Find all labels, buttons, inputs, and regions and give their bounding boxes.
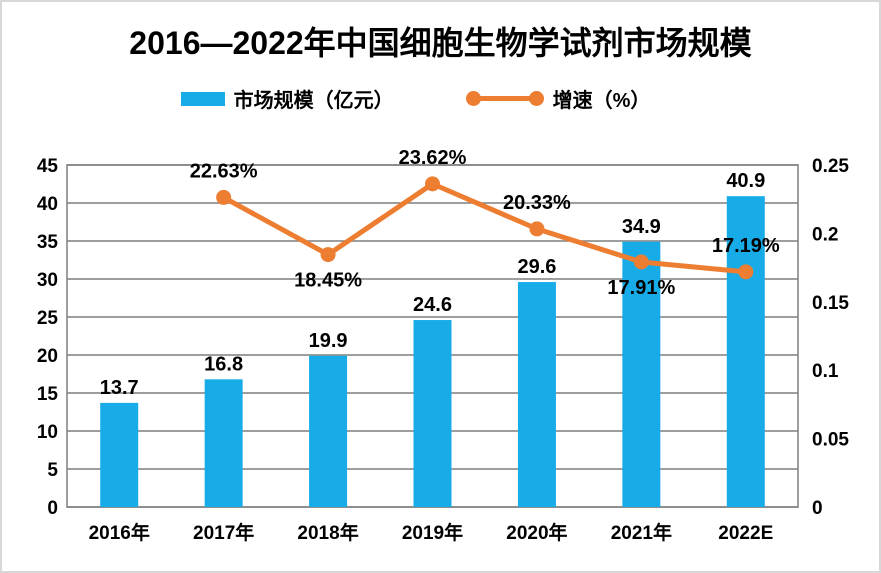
bar-value-label: 34.9: [622, 216, 661, 238]
bar: [726, 196, 765, 507]
line-swatch-dot-left: [465, 91, 481, 106]
left-axis-tick-label: 40: [37, 194, 58, 215]
line-value-label: 18.45%: [294, 270, 362, 292]
line-swatch-icon: [465, 91, 544, 107]
growth-line: [221, 181, 749, 275]
category-label: 2016年: [89, 521, 150, 544]
bar-value-label: 29.6: [517, 256, 556, 278]
right-axis-tick-label: 0.1: [812, 361, 839, 382]
bar: [622, 241, 661, 507]
line-value-label: 17.19%: [712, 235, 780, 257]
bar: [517, 282, 556, 507]
left-axis-tick-label: 15: [37, 384, 59, 405]
line-swatch-dot-right: [528, 91, 544, 106]
bar: [204, 379, 243, 507]
line-point: [738, 264, 754, 280]
left-axis-tick-label: 0: [47, 498, 58, 519]
left-axis-tick-label: 35: [37, 232, 59, 253]
left-axis-tick-label: 5: [47, 460, 58, 481]
right-axis-tick-label: 0: [812, 498, 823, 519]
left-axis-tick-label: 45: [37, 156, 59, 177]
line-point: [216, 189, 232, 205]
bar: [100, 402, 139, 507]
bar: [413, 320, 452, 507]
line-swatch-segment: [467, 96, 542, 101]
category-label: 2022E: [718, 523, 773, 544]
legend-item-market-size: 市场规模（亿元）: [180, 84, 394, 113]
left-axis-tick-label: 20: [37, 346, 58, 367]
left-axis-tick-label: 10: [37, 422, 58, 443]
legend-item-growth-rate: 增速（%）: [465, 84, 651, 113]
chart-title: 2016—2022年中国细胞生物学试剂市场规模: [129, 25, 752, 61]
category-label: 2020年: [506, 521, 567, 544]
line-point: [320, 247, 336, 263]
bar-value-label: 24.6: [413, 294, 452, 316]
category-label: 2019年: [402, 521, 463, 544]
right-axis-tick-label: 0.2: [812, 224, 838, 245]
line-point: [425, 176, 440, 192]
right-axis-tick-label: 0.05: [812, 430, 849, 451]
line-value-label: 20.33%: [503, 192, 571, 214]
line-point: [633, 254, 649, 270]
chart-legend: 市场规模（亿元） 增速（%）: [2, 84, 879, 113]
right-axis-tick-label: 0.25: [812, 156, 849, 177]
bar-value-label: 40.9: [726, 170, 765, 192]
left-axis-tick-label: 25: [37, 308, 59, 329]
left-axis-tick-label: 30: [37, 270, 58, 291]
line-value-label: 23.62%: [399, 147, 467, 169]
line-value-label: 17.91%: [607, 277, 675, 299]
bar-value-label: 16.8: [204, 353, 243, 375]
bar-swatch-icon: [180, 91, 225, 106]
right-axis-tick-label: 0.15: [812, 293, 849, 314]
line-value-label: 22.63%: [190, 160, 258, 182]
category-label: 2017年: [193, 521, 254, 544]
bar-value-label: 19.9: [309, 330, 348, 352]
category-label: 2018年: [297, 521, 358, 544]
legend-label-growth-rate: 增速（%）: [552, 90, 651, 112]
bar: [309, 355, 348, 507]
legend-label-market-size: 市场规模（亿元）: [233, 90, 394, 112]
category-label: 2021年: [611, 521, 672, 544]
line-point: [529, 221, 545, 237]
bar-value-label: 13.7: [100, 377, 139, 399]
